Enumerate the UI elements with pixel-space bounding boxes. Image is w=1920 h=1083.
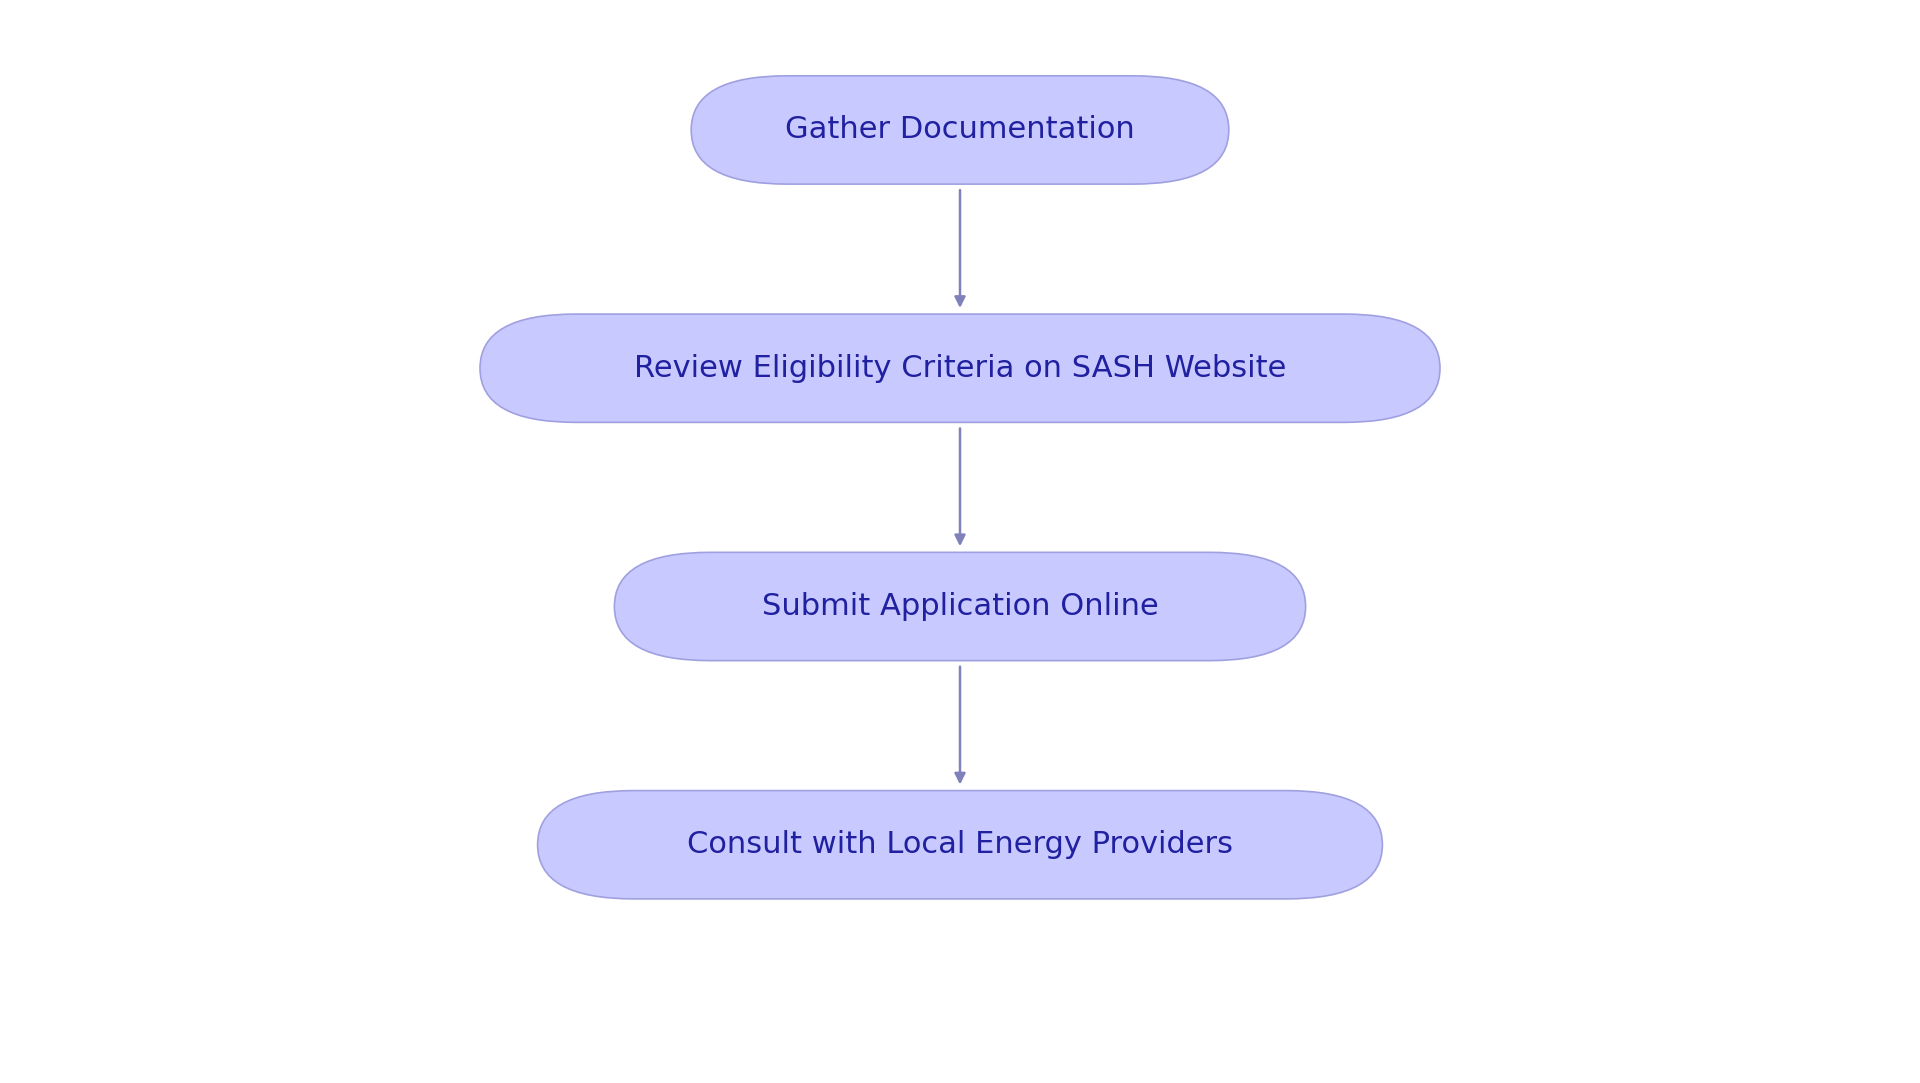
FancyBboxPatch shape (614, 552, 1306, 661)
Text: Review Eligibility Criteria on SASH Website: Review Eligibility Criteria on SASH Webs… (634, 354, 1286, 382)
FancyBboxPatch shape (538, 791, 1382, 899)
FancyBboxPatch shape (480, 314, 1440, 422)
Text: Submit Application Online: Submit Application Online (762, 592, 1158, 621)
Text: Gather Documentation: Gather Documentation (785, 116, 1135, 144)
Text: Consult with Local Energy Providers: Consult with Local Energy Providers (687, 831, 1233, 859)
FancyBboxPatch shape (691, 76, 1229, 184)
